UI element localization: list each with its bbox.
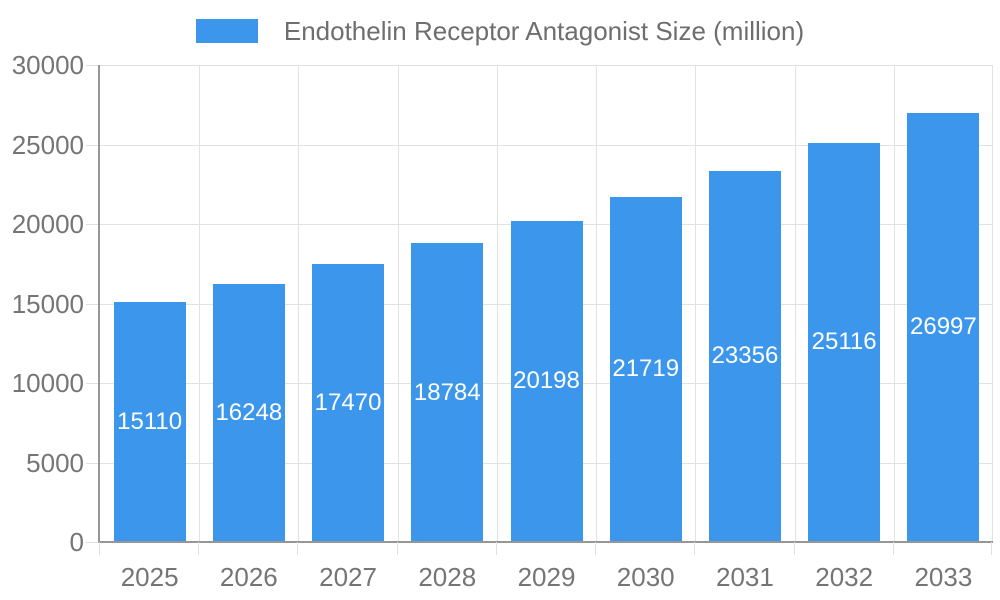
x-tick-label: 2030	[616, 562, 675, 592]
y-tick	[86, 144, 98, 146]
bar[interactable]: 15110	[113, 301, 186, 542]
bar[interactable]: 16248	[212, 283, 285, 542]
x-tick	[99, 542, 100, 555]
y-tick	[86, 224, 98, 225]
y-tick	[86, 542, 98, 543]
y-tick-label: 15000	[11, 288, 84, 319]
v-gridline	[992, 65, 993, 542]
bar-value-label: 15110	[117, 407, 183, 435]
bar[interactable]: 17470	[312, 264, 385, 542]
x-tick-label: 2033	[914, 562, 973, 592]
v-gridline	[596, 65, 598, 542]
x-tick-label: 2029	[517, 562, 576, 592]
v-gridline	[397, 65, 399, 542]
x-tick-label: 2027	[319, 562, 377, 592]
x-tick	[396, 542, 398, 555]
v-gridline	[794, 65, 796, 542]
x-tick	[595, 542, 597, 555]
legend[interactable]: Endothelin Receptor Antagonist Size (mil…	[195, 16, 805, 46]
y-axis-line	[98, 65, 100, 542]
bar-value-label: 21719	[612, 355, 680, 383]
x-tick	[198, 542, 200, 555]
v-gridline	[893, 65, 895, 542]
h-gridline	[100, 65, 993, 66]
x-axis-line	[98, 541, 993, 543]
y-tick	[86, 462, 98, 464]
v-gridline	[695, 65, 697, 542]
x-tick	[892, 542, 894, 555]
bar-value-label: 23356	[711, 342, 779, 370]
bar-value-label: 25116	[811, 328, 877, 356]
x-tick	[495, 542, 497, 555]
legend-swatch	[195, 19, 258, 43]
x-tick-label: 2028	[418, 562, 477, 592]
y-tick	[86, 65, 98, 66]
bar-value-label: 16248	[215, 398, 283, 426]
y-tick-label: 10000	[11, 368, 84, 398]
bar[interactable]: 18784	[411, 243, 484, 542]
bar-value-label: 17470	[314, 389, 382, 417]
v-gridline	[496, 65, 498, 542]
x-tick	[991, 542, 992, 555]
x-tick-label: 2031	[716, 562, 774, 592]
x-tick-label: 2025	[120, 562, 179, 592]
bar[interactable]: 25116	[808, 142, 881, 542]
bar[interactable]: 23356	[708, 170, 781, 542]
h-gridline	[100, 144, 993, 146]
y-tick-label: 20000	[11, 209, 84, 239]
x-tick	[297, 542, 299, 555]
y-tick	[86, 303, 98, 305]
v-gridline	[298, 65, 300, 542]
bar-value-label: 20198	[513, 367, 580, 395]
y-tick-label: 5000	[26, 447, 84, 478]
x-tick-label: 2032	[815, 562, 874, 592]
legend-row: Endothelin Receptor Antagonist Size (mil…	[0, 16, 1000, 46]
bar[interactable]: 20198	[510, 220, 583, 542]
bar-value-label: 26997	[910, 313, 977, 341]
x-tick	[793, 542, 795, 555]
x-tick	[694, 542, 696, 555]
y-tick-label: 30000	[11, 50, 84, 80]
bar[interactable]: 21719	[609, 196, 682, 542]
plot-area: 15110 16248 17470 18784 20198 21719 23356 25116…	[100, 65, 993, 542]
x-tick-label: 2026	[219, 562, 278, 592]
bar-value-label: 18784	[413, 378, 481, 406]
bar[interactable]: 26997	[907, 112, 980, 542]
v-gridline	[199, 65, 201, 542]
y-tick-label: 25000	[11, 129, 84, 160]
y-tick	[86, 383, 98, 384]
legend-label: Endothelin Receptor Antagonist Size (mil…	[283, 16, 805, 46]
y-tick-label: 0	[69, 527, 84, 557]
